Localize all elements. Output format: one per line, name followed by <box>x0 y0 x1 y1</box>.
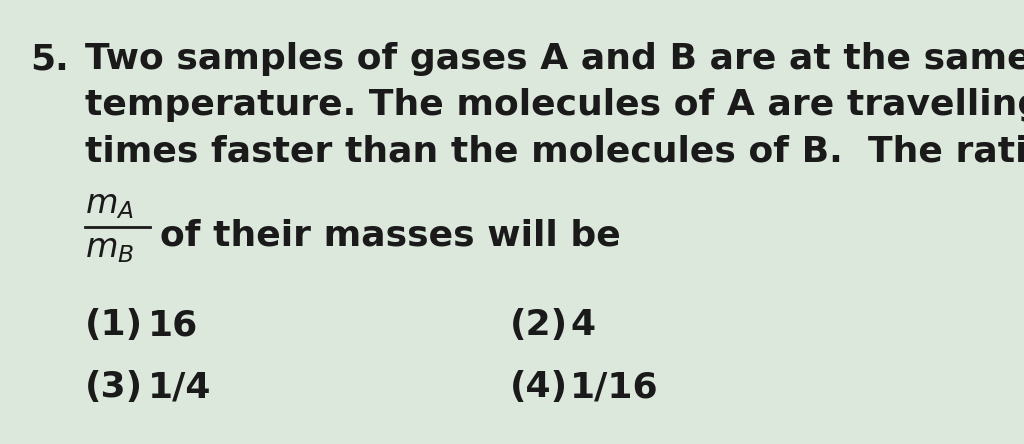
Text: $m_B$: $m_B$ <box>85 232 134 265</box>
Text: 1/16: 1/16 <box>570 370 658 404</box>
Text: Two samples of gases A and B are at the same: Two samples of gases A and B are at the … <box>85 42 1024 76</box>
Text: (2): (2) <box>510 308 568 342</box>
Text: 1/4: 1/4 <box>148 370 212 404</box>
Text: (3): (3) <box>85 370 143 404</box>
Text: 16: 16 <box>148 308 199 342</box>
Text: temperature. The molecules of A are travelling four: temperature. The molecules of A are trav… <box>85 88 1024 122</box>
Text: 4: 4 <box>570 308 595 342</box>
Text: of their masses will be: of their masses will be <box>160 218 621 252</box>
Text: $m_A$: $m_A$ <box>85 188 134 221</box>
Text: (1): (1) <box>85 308 143 342</box>
Text: times faster than the molecules of B.  The ratio of: times faster than the molecules of B. Th… <box>85 134 1024 168</box>
Text: (4): (4) <box>510 370 568 404</box>
Text: 5.: 5. <box>30 42 69 76</box>
